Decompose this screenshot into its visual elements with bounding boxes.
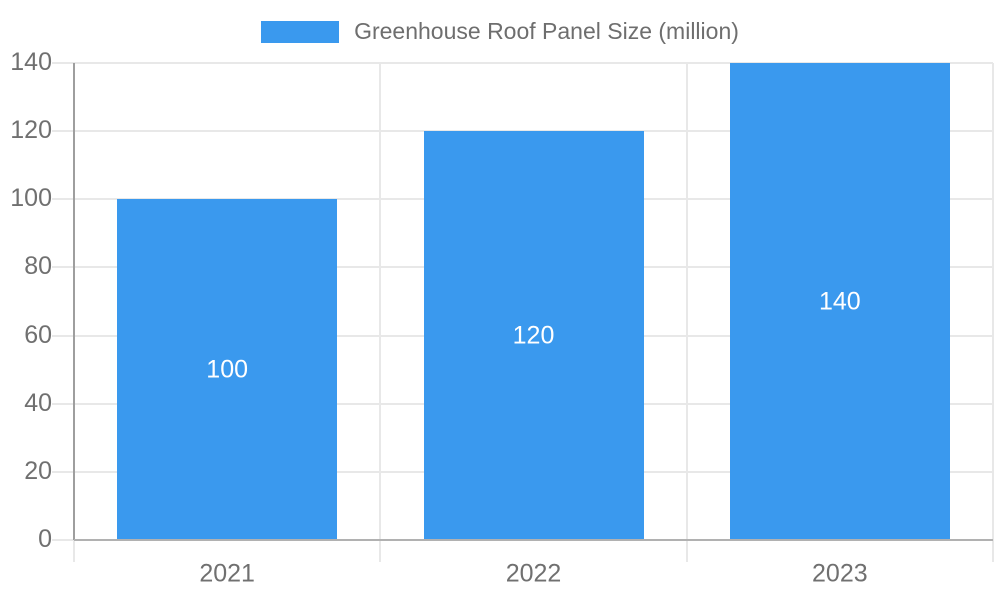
bar-2022 — [423, 131, 644, 540]
tick-x-origin — [73, 540, 75, 562]
bar-value-label-2022: 120 — [512, 321, 555, 350]
legend-swatch-icon — [261, 20, 340, 43]
legend-item[interactable]: Greenhouse Roof Panel Size (million) — [261, 18, 739, 45]
ytick-label-0: 0 — [38, 524, 52, 553]
chart-legend: Greenhouse Roof Panel Size (million) — [0, 18, 1000, 45]
tick-y-0 — [52, 539, 74, 541]
plot-area: 100 120 140 — [52, 62, 994, 562]
bar-2021 — [117, 199, 338, 540]
xtick-label-2022: 2022 — [505, 559, 562, 588]
ytick-label-40: 40 — [24, 388, 52, 417]
gridline-y-120 — [52, 130, 993, 133]
bar-value-label-2023: 140 — [818, 287, 861, 315]
plot-right-border — [992, 63, 994, 562]
gridline-y-140 — [52, 62, 993, 64]
bar-2023 — [729, 63, 950, 540]
y-axis-line — [73, 63, 75, 540]
ytick-label-100: 100 — [10, 184, 52, 213]
ytick-label-140: 140 — [10, 47, 52, 76]
ytick-label-60: 60 — [24, 320, 52, 349]
boundary-line-2 — [685, 63, 688, 562]
ytick-label-120: 120 — [10, 116, 52, 145]
xtick-label-2023: 2023 — [812, 559, 868, 588]
bar-value-label-2021: 100 — [206, 355, 249, 384]
xtick-label-2021: 2021 — [199, 559, 255, 588]
legend-label: Greenhouse Roof Panel Size (million) — [354, 18, 739, 44]
x-axis-line — [74, 539, 993, 541]
ytick-label-20: 20 — [24, 456, 52, 485]
boundary-line-1 — [379, 63, 382, 562]
ytick-label-80: 80 — [24, 252, 52, 281]
